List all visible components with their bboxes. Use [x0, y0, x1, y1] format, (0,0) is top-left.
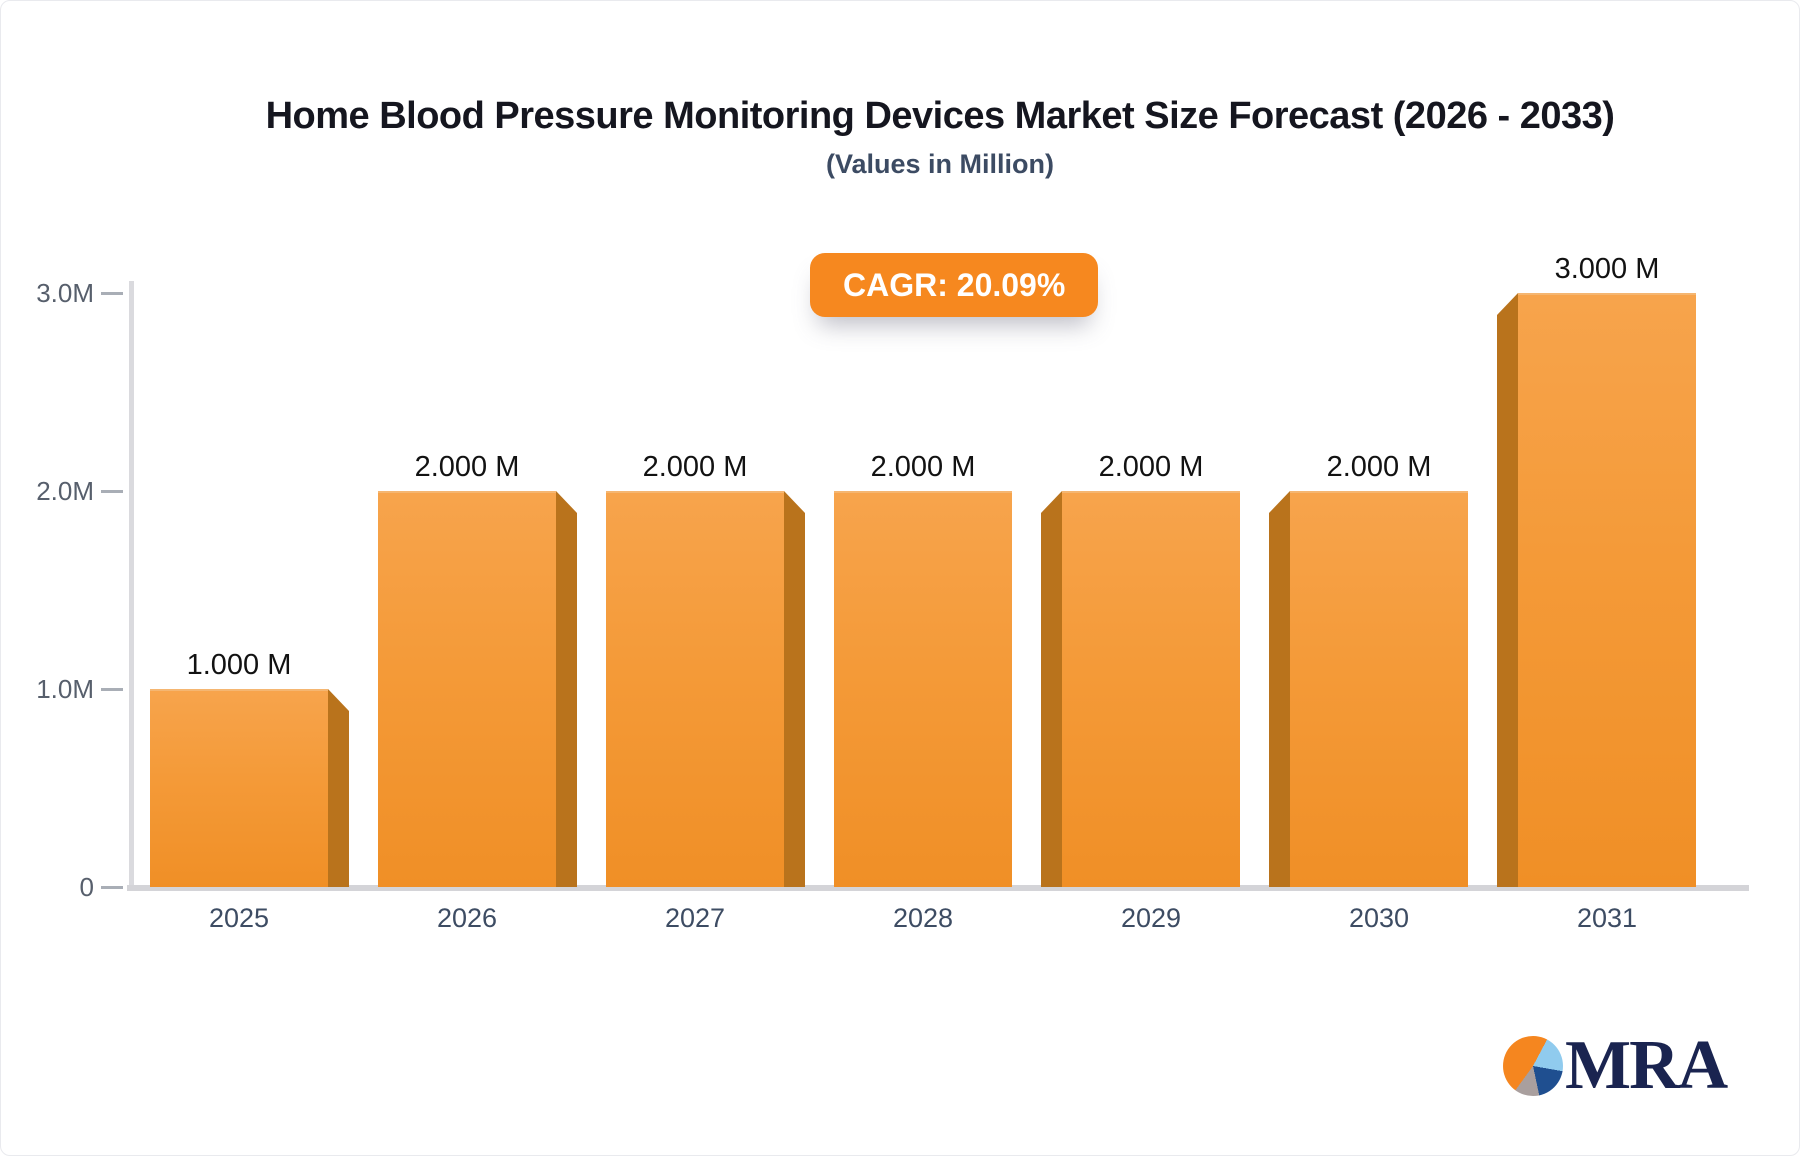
- bar-value-label: 2.000 M: [414, 451, 520, 483]
- x-axis-label: 2025: [208, 903, 270, 933]
- pie-chart-icon: [1503, 1036, 1563, 1096]
- x-axis-label: 2028: [892, 903, 954, 933]
- bar-side-face: [556, 491, 577, 887]
- x-axis-label: 2026: [436, 903, 498, 933]
- bar-value-label: 1.000 M: [186, 649, 292, 681]
- bar-side-face: [1497, 293, 1518, 887]
- y-axis-tick-label: 0: [79, 872, 94, 902]
- bar-value-label: 3.000 M: [1554, 253, 1660, 285]
- y-axis-line: [129, 281, 134, 891]
- bar-2031: [1518, 293, 1696, 887]
- x-axis-label: 2030: [1348, 903, 1410, 933]
- y-axis-tick: [101, 490, 123, 493]
- x-axis-label: 2031: [1576, 903, 1638, 933]
- bar-2028: [834, 491, 1012, 887]
- bar-side-face: [1041, 491, 1062, 887]
- bar-2027: [606, 491, 784, 887]
- bar-side-face: [1269, 491, 1290, 887]
- cagr-badge: CAGR: 20.09%: [810, 253, 1099, 317]
- y-axis-tick-label: 3.0M: [36, 278, 94, 308]
- y-axis-tick: [101, 688, 123, 691]
- y-axis-tick-label: 2.0M: [36, 476, 94, 506]
- brand-logo-text: MRA: [1565, 1027, 1728, 1104]
- y-axis-tick: [101, 292, 123, 295]
- x-axis-label: 2029: [1120, 903, 1182, 933]
- bar-value-label: 2.000 M: [1326, 451, 1432, 483]
- bar-2025: [150, 689, 328, 887]
- x-axis-label: 2027: [664, 903, 726, 933]
- y-axis-tick: [101, 886, 123, 889]
- x-axis-line: [127, 885, 1749, 891]
- bar-value-label: 2.000 M: [870, 451, 976, 483]
- chart-subtitle: (Values in Million): [825, 149, 1055, 179]
- bar-side-face: [784, 491, 805, 887]
- y-axis-tick-label: 1.0M: [36, 674, 94, 704]
- bar-side-face: [328, 689, 349, 887]
- bar-value-label: 2.000 M: [642, 451, 748, 483]
- brand-logo: MRA: [1503, 1027, 1728, 1104]
- bar-value-label: 2.000 M: [1098, 451, 1204, 483]
- bar-2030: [1290, 491, 1468, 887]
- bar-2029: [1062, 491, 1240, 887]
- bar-2026: [378, 491, 556, 887]
- chart-title: Home Blood Pressure Monitoring Devices M…: [265, 95, 1615, 137]
